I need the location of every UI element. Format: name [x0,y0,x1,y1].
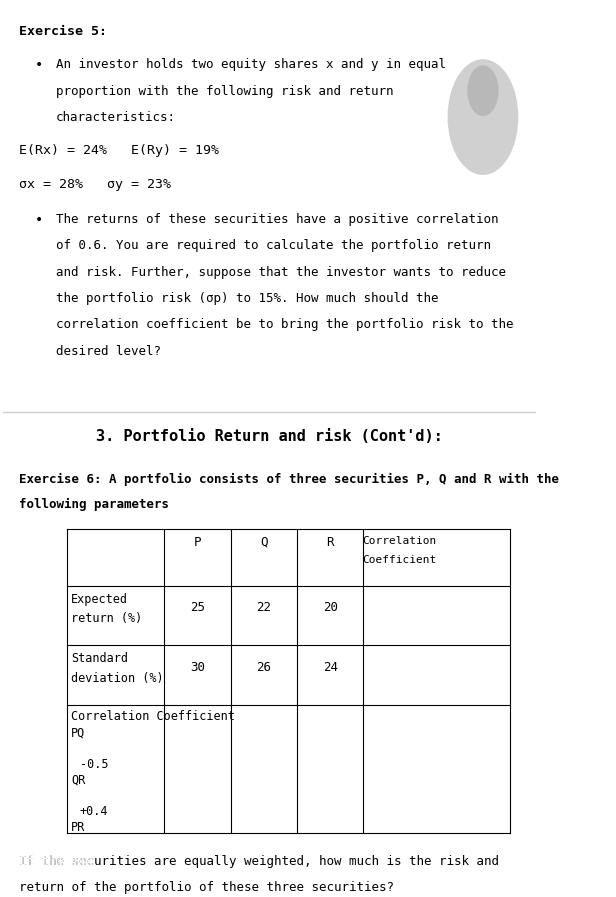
Text: Q: Q [260,536,267,549]
Text: P: P [193,536,201,549]
Text: If the sec: If the sec [18,855,94,867]
Text: PQ: PQ [71,727,86,739]
Text: 22: 22 [256,602,272,614]
Text: following parameters: following parameters [18,498,169,510]
Text: desired level?: desired level? [56,344,161,358]
Text: 25: 25 [190,602,205,614]
Text: 24: 24 [323,661,338,675]
Text: Standard: Standard [71,652,128,666]
Text: Exercise 5:: Exercise 5: [18,25,107,38]
Text: return of the portfolio of these three securities?: return of the portfolio of these three s… [18,881,394,894]
Text: If the securities are equally weighted, how much is the risk and: If the securities are equally weighted, … [18,855,499,867]
Text: return (%): return (%) [71,612,142,625]
Text: Coefficient: Coefficient [362,555,436,565]
Text: Correlation Coefficient: Correlation Coefficient [71,710,235,724]
Text: Correlation: Correlation [362,536,436,545]
Text: -0.5: -0.5 [79,758,108,771]
Text: 30: 30 [190,661,205,675]
Text: •: • [34,58,43,72]
Text: deviation (%): deviation (%) [71,672,164,684]
Text: 3. Portfolio Return and risk (Cont'd):: 3. Portfolio Return and risk (Cont'd): [96,429,443,444]
Text: 26: 26 [256,661,272,675]
Text: characteristics:: characteristics: [56,111,176,124]
Text: 20: 20 [323,602,338,614]
Circle shape [468,66,498,116]
Text: •: • [34,213,43,227]
Text: correlation coefficient be to bring the portfolio risk to the: correlation coefficient be to bring the … [56,318,514,331]
Text: Exercise 6: A portfolio consists of three securities P, Q and R with the: Exercise 6: A portfolio consists of thre… [18,473,559,486]
Text: E(Rx) = 24%   E(Ry) = 19%: E(Rx) = 24% E(Ry) = 19% [18,144,219,157]
Text: the portfolio risk (σp) to 15%. How much should the: the portfolio risk (σp) to 15%. How much… [56,292,439,305]
Text: of 0.6. You are required to calculate the portfolio return: of 0.6. You are required to calculate th… [56,239,491,252]
Text: QR: QR [71,774,86,787]
Text: proportion with the following risk and return: proportion with the following risk and r… [56,84,394,98]
Text: PR: PR [71,822,86,834]
Text: σx = 28%   σy = 23%: σx = 28% σy = 23% [18,178,171,191]
Text: An investor holds two equity shares x and y in equal: An investor holds two equity shares x an… [56,58,446,71]
Text: R: R [326,536,334,549]
Text: and risk. Further, suppose that the investor wants to reduce: and risk. Further, suppose that the inve… [56,266,506,279]
Text: The returns of these securities have a positive correlation: The returns of these securities have a p… [56,213,498,226]
Text: +0.4: +0.4 [79,806,108,818]
Circle shape [448,60,517,174]
Text: Expected: Expected [71,593,128,605]
